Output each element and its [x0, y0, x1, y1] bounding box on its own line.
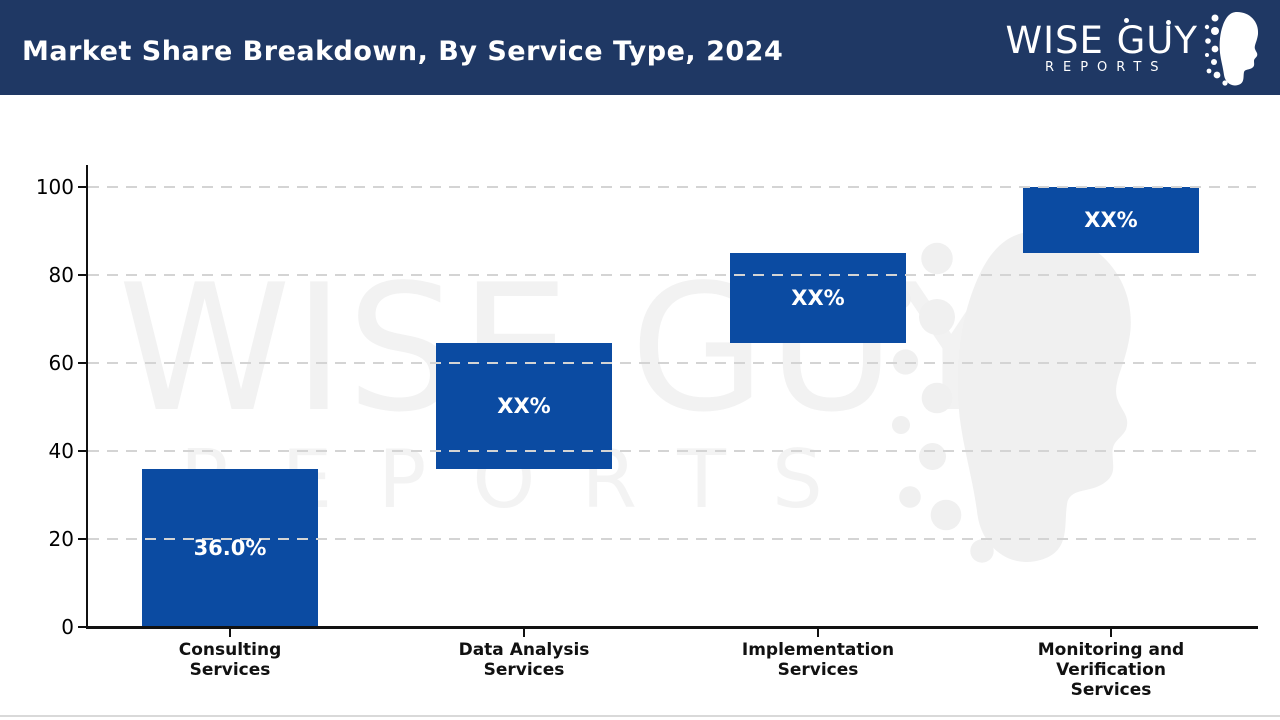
y-tick-label: 80: [48, 263, 74, 287]
y-tick-mark: [78, 186, 86, 188]
x-category-label-line: Consulting: [178, 640, 282, 660]
x-tick-mark: [1110, 629, 1112, 637]
chart-title: Market Share Breakdown, By Service Type,…: [22, 36, 784, 67]
logo-text: WISE GUY REPORTS: [1005, 18, 1198, 76]
x-tick-mark: [523, 629, 525, 637]
x-category-label: Monitoring and Verification Services: [1001, 640, 1221, 700]
bar-value-label: XX%: [791, 286, 845, 311]
y-tick-label: 100: [35, 175, 74, 199]
logo-dot: [1165, 20, 1171, 26]
y-tick-label: 0: [61, 615, 74, 639]
wiseguy-head-icon: [1204, 12, 1259, 86]
x-tick-mark: [817, 629, 819, 637]
plot-area: 0 20 40 60 80 100 36.0% XX% XX% XX% Consulting Serv…: [0, 95, 1280, 720]
y-tick-mark: [78, 538, 86, 540]
x-category-label: Data Analysis Services: [414, 640, 634, 680]
wiseguy-logo: WISE GUY REPORTS: [1006, 8, 1266, 90]
x-category-label-line: Services: [1070, 680, 1152, 700]
x-category-label-line: Verification: [1056, 660, 1166, 680]
logo-reports-label: REPORTS: [1044, 60, 1168, 76]
bar-value-label: XX%: [497, 393, 551, 418]
bar-segment: [436, 343, 612, 469]
logo-dot: [1123, 18, 1129, 24]
bar-value-label: XX%: [1084, 208, 1138, 232]
x-category-label-line: Implementation: [741, 640, 895, 660]
y-tick-label: 40: [48, 439, 74, 463]
bottom-divider: [0, 715, 1280, 717]
gridline: [88, 186, 1256, 188]
bar-segment: [730, 253, 906, 344]
x-category-label-line: Services: [189, 660, 271, 680]
gridline: [88, 362, 1256, 364]
y-tick-mark: [78, 626, 86, 628]
x-tick-mark: [229, 629, 231, 637]
bar-value-label: 36.0%: [193, 535, 267, 560]
gridline: [88, 450, 1256, 452]
x-category-label-line: Services: [483, 660, 565, 680]
x-category-label: Implementation Services: [708, 640, 928, 680]
bar-segment: [142, 468, 318, 627]
x-category-label-line: Data Analysis: [458, 640, 590, 660]
x-category-label-line: Monitoring and: [1037, 640, 1185, 660]
x-category-label-line: Services: [777, 660, 859, 680]
x-axis-line: [86, 626, 1258, 629]
gridline: [88, 538, 1256, 540]
logo-wiseguy-label: WISE GUY: [1005, 19, 1198, 63]
y-tick-mark: [78, 450, 86, 452]
y-axis-line: [86, 165, 88, 627]
y-tick-mark: [78, 362, 86, 364]
header-bar: Market Share Breakdown, By Service Type,…: [0, 0, 1280, 95]
gridline: [88, 274, 1256, 276]
bar-segment: [1023, 187, 1199, 253]
x-category-label: Consulting Services: [120, 640, 340, 680]
y-tick-mark: [78, 274, 86, 276]
y-tick-label: 20: [48, 527, 74, 551]
y-tick-label: 60: [48, 351, 74, 375]
